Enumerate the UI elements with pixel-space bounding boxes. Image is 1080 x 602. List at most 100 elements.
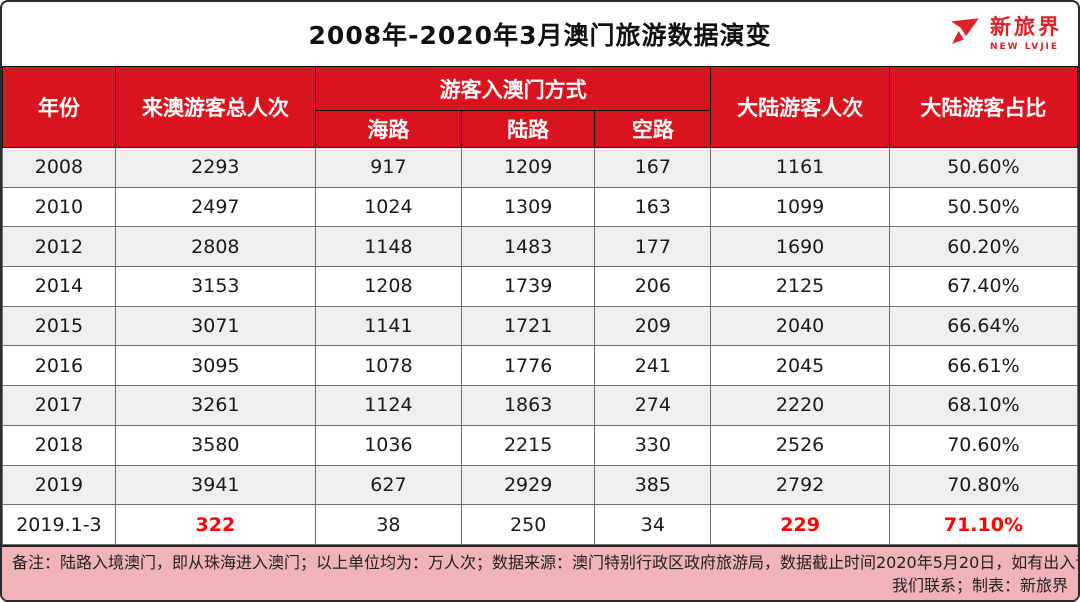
cell-sea: 1148 (314, 226, 463, 268)
cell-year: 2008 (2, 147, 116, 188)
table-row: 2016 3095 1078 1776 241 2045 66.61% (2, 345, 1078, 387)
col-header-total: 来澳游客总人次 (114, 66, 316, 148)
logo-name: 新旅界 (990, 14, 1062, 39)
cell-mainland-pct: 66.61% (888, 345, 1078, 387)
cell-total: 3153 (114, 266, 316, 307)
cell-mainland: 2220 (710, 385, 890, 426)
table-row: 2019.1-3 322 38 250 34 229 71.10% (2, 504, 1078, 545)
cell-air: 34 (594, 504, 712, 545)
cell-mainland-pct: 71.10% (888, 504, 1078, 545)
cell-sea: 1141 (314, 305, 463, 347)
cell-air: 274 (594, 385, 712, 426)
col-header-mainland-pct: 大陆游客占比 (888, 66, 1078, 148)
cell-air: 167 (594, 147, 712, 188)
logo-subtitle: NEW LVJIE (990, 42, 1060, 52)
cell-mainland: 2040 (710, 305, 890, 347)
cell-air: 209 (594, 305, 712, 347)
table-row: 2012 2808 1148 1483 177 1690 60.20% (2, 226, 1078, 268)
cell-air: 385 (594, 464, 712, 506)
cell-total: 3261 (114, 385, 316, 426)
cell-land: 1483 (460, 226, 596, 268)
cell-total: 3071 (114, 305, 316, 347)
cell-mainland-pct: 70.80% (888, 464, 1078, 506)
cell-total: 322 (114, 504, 316, 545)
cell-total: 2808 (114, 226, 316, 268)
cell-year: 2017 (2, 385, 116, 426)
col-header-air: 空路 (594, 110, 712, 148)
cell-year: 2016 (2, 345, 116, 387)
cell-land: 1309 (460, 186, 596, 228)
table-row: 2008 2293 917 1209 167 1161 50.60% (2, 147, 1078, 188)
cell-mainland: 229 (710, 504, 890, 545)
footer-note: 备注：陆路入境澳门，即从珠海进入澳门；以上单位均为：万人次；数据来源：澳门特别行… (2, 544, 1080, 600)
cell-mainland: 2125 (710, 266, 890, 307)
cell-sea: 38 (314, 504, 463, 545)
cell-sea: 1208 (314, 266, 463, 307)
logo-text: 新旅界 NEW LVJIE (990, 11, 1062, 52)
page-title: 2008年-2020年3月澳门旅游数据演变 (308, 21, 772, 50)
logo-arrow-icon (951, 17, 979, 44)
cell-land: 1739 (460, 266, 596, 307)
cell-land: 1776 (460, 345, 596, 387)
cell-mainland: 2045 (710, 345, 890, 387)
cell-sea: 627 (314, 464, 463, 506)
cell-mainland: 1690 (710, 226, 890, 268)
cell-total: 3941 (114, 464, 316, 506)
cell-mainland: 1161 (710, 147, 890, 188)
cell-total: 3580 (114, 424, 316, 466)
cell-mainland-pct: 50.60% (888, 147, 1078, 188)
cell-mainland-pct: 50.50% (888, 186, 1078, 228)
cell-sea: 1024 (314, 186, 463, 228)
cell-year: 2010 (2, 186, 116, 228)
cell-total: 2293 (114, 147, 316, 188)
cell-mainland-pct: 66.64% (888, 305, 1078, 347)
cell-year: 2015 (2, 305, 116, 347)
col-header-entry-group: 游客入澳门方式 (314, 66, 712, 111)
table-row: 2015 3071 1141 1721 209 2040 66.64% (2, 305, 1078, 347)
cell-air: 206 (594, 266, 712, 307)
data-table: 年份 来澳游客总人次 游客入澳门方式 大陆游客人次 大陆游客占比 海路 陆路 空… (2, 66, 1078, 545)
cell-air: 163 (594, 186, 712, 228)
cell-year: 2014 (2, 266, 116, 307)
cell-mainland: 2526 (710, 424, 890, 466)
title-bar: 2008年-2020年3月澳门旅游数据演变 新旅界 NEW LVJIE (2, 2, 1078, 66)
cell-sea: 1124 (314, 385, 463, 426)
cell-air: 241 (594, 345, 712, 387)
cell-air: 330 (594, 424, 712, 466)
cell-land: 1863 (460, 385, 596, 426)
col-header-sea: 海路 (314, 110, 463, 148)
cell-land: 2929 (460, 464, 596, 506)
table-row: 2018 3580 1036 2215 330 2526 70.60% (2, 424, 1078, 466)
cell-sea: 917 (314, 147, 463, 188)
footer-note-line1: 备注：陆路入境澳门，即从珠海进入澳门；以上单位均为：万人次；数据来源：澳门特别行… (12, 552, 1080, 572)
table-row: 2014 3153 1208 1739 206 2125 67.40% (2, 266, 1078, 307)
cell-mainland-pct: 60.20% (888, 226, 1078, 268)
cell-total: 2497 (114, 186, 316, 228)
cell-land: 2215 (460, 424, 596, 466)
cell-year: 2018 (2, 424, 116, 466)
col-header-land: 陆路 (460, 110, 596, 148)
brand-logo: 新旅界 NEW LVJIE (948, 11, 1062, 52)
cell-land: 1209 (460, 147, 596, 188)
cell-sea: 1078 (314, 345, 463, 387)
cell-mainland-pct: 67.40% (888, 266, 1078, 307)
cell-mainland-pct: 70.60% (888, 424, 1078, 466)
col-header-year: 年份 (2, 66, 116, 148)
cell-land: 250 (460, 504, 596, 545)
cell-sea: 1036 (314, 424, 463, 466)
cell-year: 2019 (2, 464, 116, 506)
cell-mainland: 2792 (710, 464, 890, 506)
table-row: 2019 3941 627 2929 385 2792 70.80% (2, 464, 1078, 506)
cell-air: 177 (594, 226, 712, 268)
col-header-mainland: 大陆游客人次 (710, 66, 890, 148)
cell-total: 3095 (114, 345, 316, 387)
cell-mainland-pct: 68.10% (888, 385, 1078, 426)
table-row: 2010 2497 1024 1309 163 1099 50.50% (2, 186, 1078, 228)
table-header: 年份 来澳游客总人次 游客入澳门方式 大陆游客人次 大陆游客占比 海路 陆路 空… (2, 66, 1078, 148)
cell-year: 2012 (2, 226, 116, 268)
table-body: 2008 2293 917 1209 167 1161 50.60% 2010 2497 1024… (2, 147, 1078, 545)
cell-year: 2019.1-3 (2, 504, 116, 545)
footer-note-line2: 我们联系；制表：新旅界 (891, 575, 1068, 595)
cell-land: 1721 (460, 305, 596, 347)
